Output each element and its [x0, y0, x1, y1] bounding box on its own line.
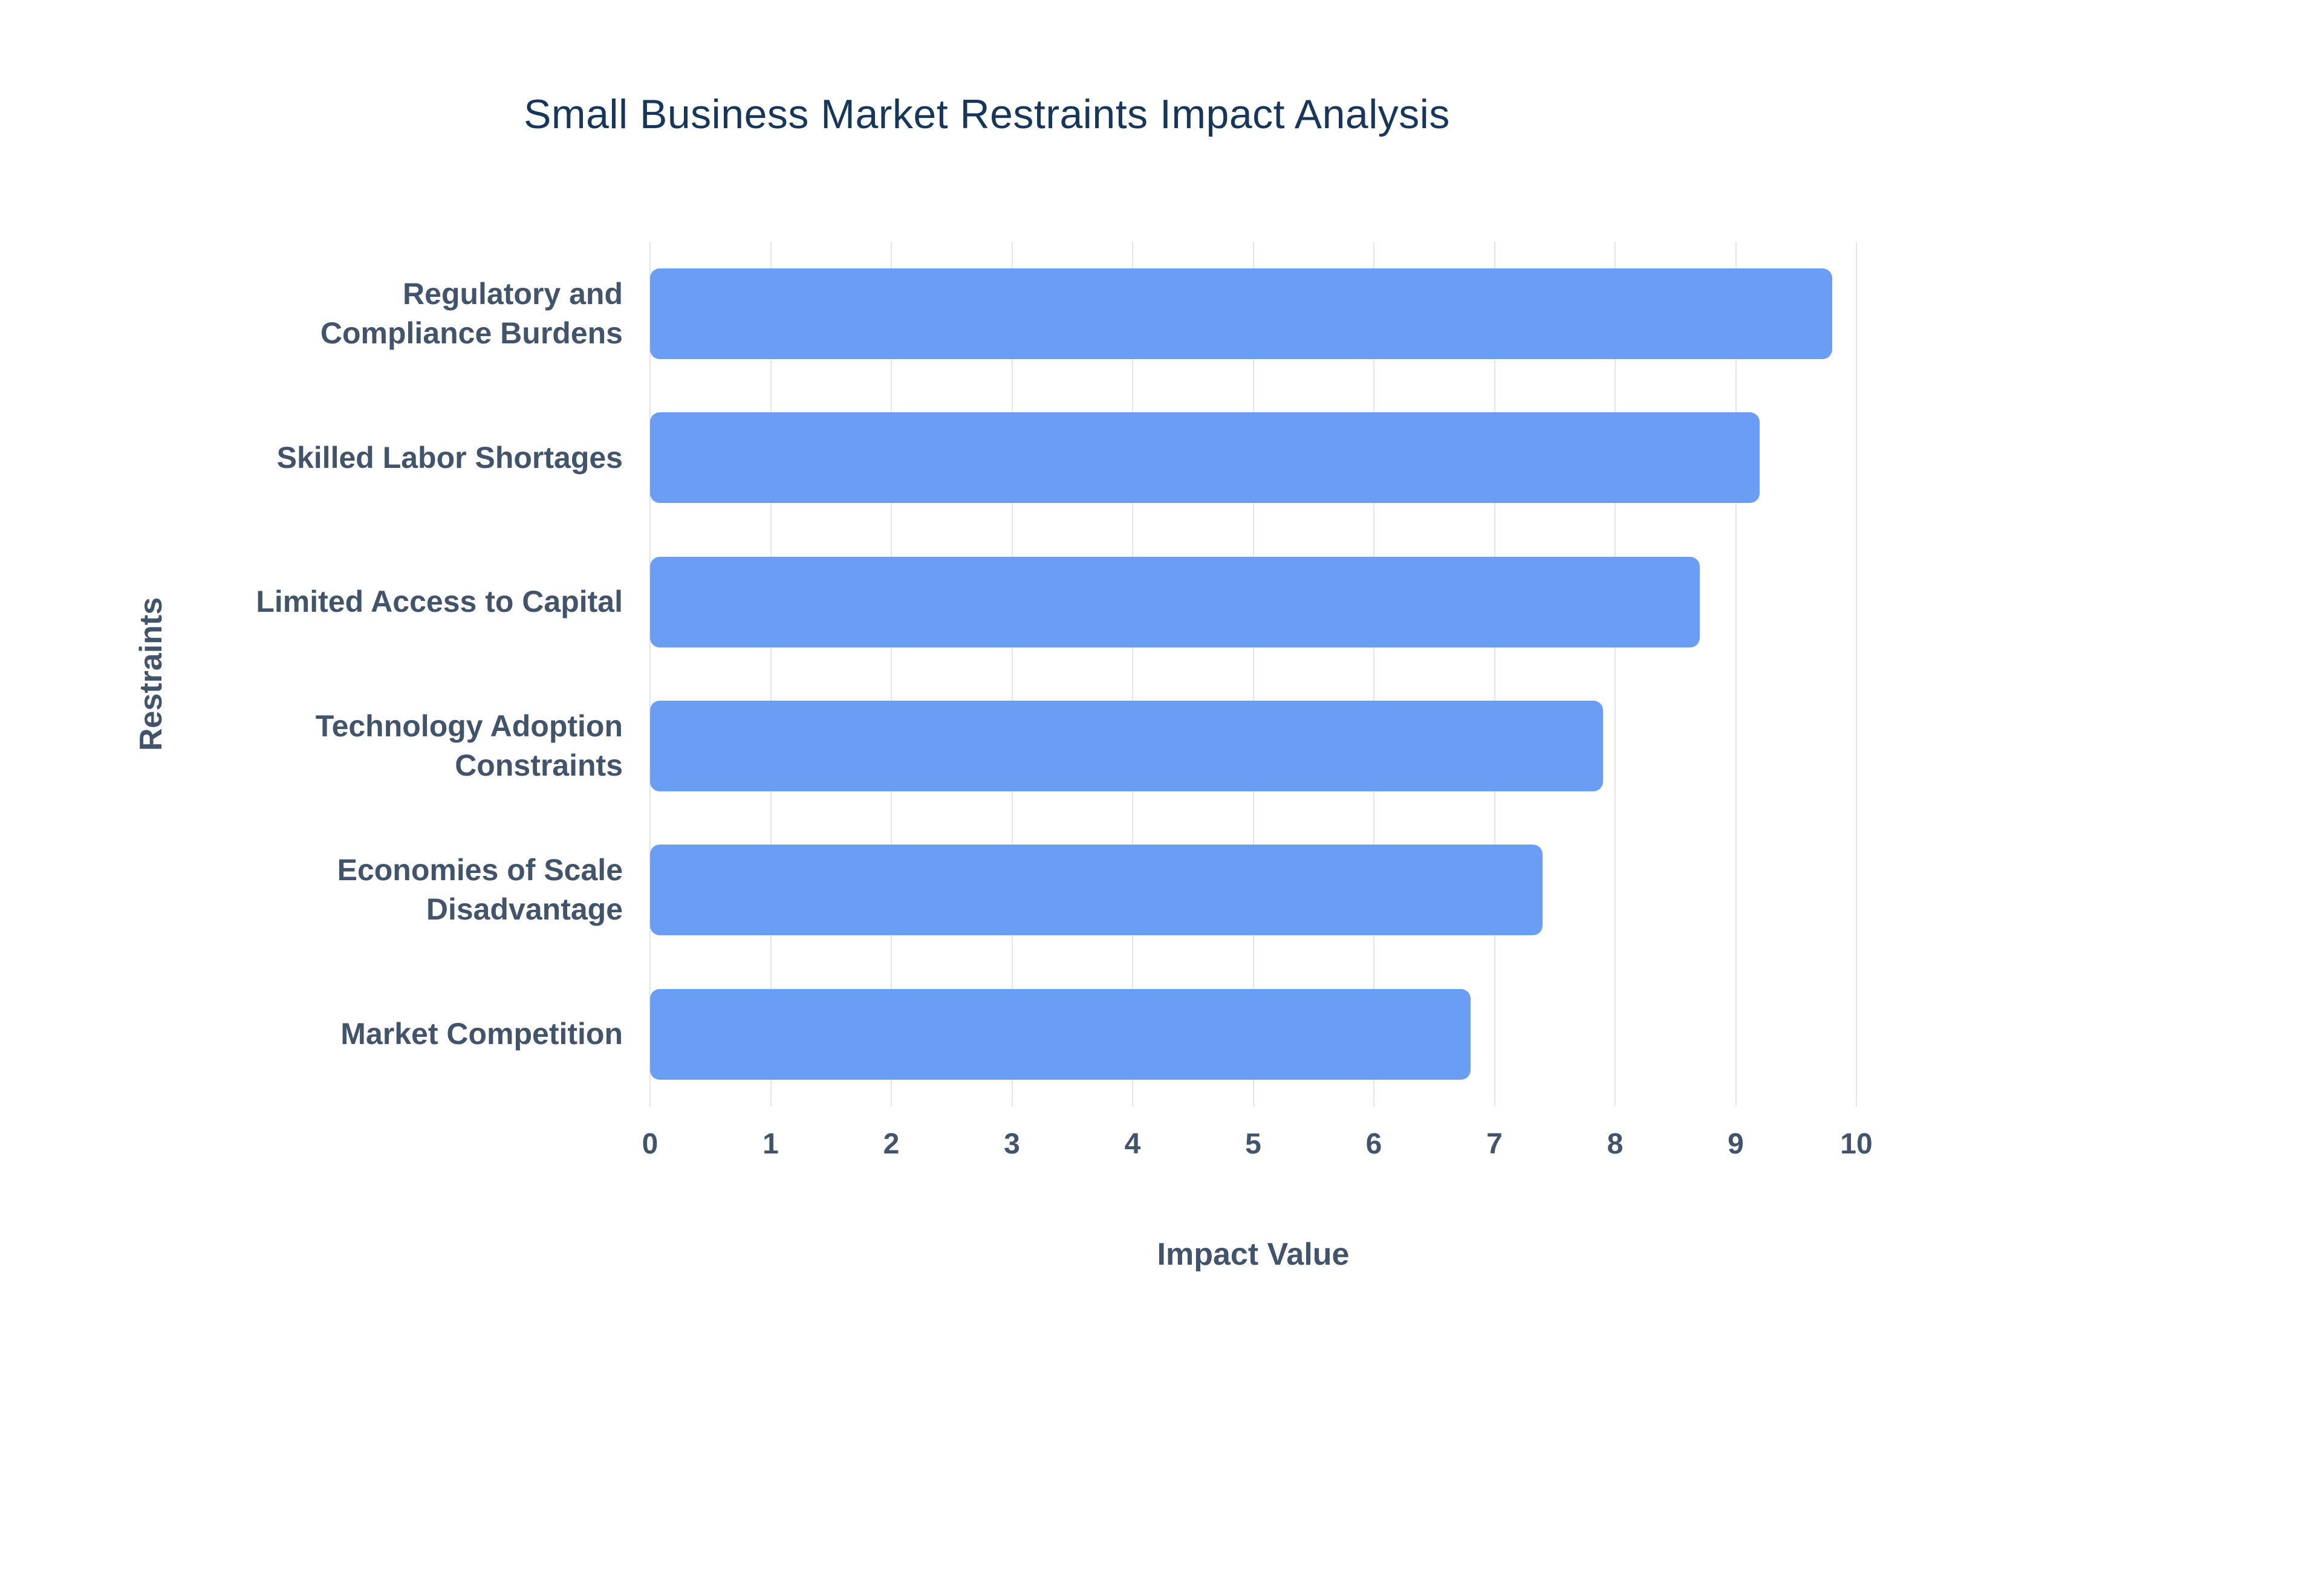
bar-regulatory-and-compliance-burdens[interactable]	[650, 268, 1833, 360]
x-tick-label: 5	[1245, 1128, 1261, 1160]
category-label-band: Limited Access to Capital	[0, 530, 623, 674]
bar-technology-adoption-constraints[interactable]	[650, 701, 1604, 792]
bar-skilled-labor-shortages[interactable]	[650, 412, 1760, 504]
bar-band	[650, 242, 1856, 386]
x-axis-title: Impact Value	[1157, 1237, 1350, 1272]
gridline	[1132, 242, 1133, 1106]
gridline	[1494, 242, 1495, 1106]
category-label: Economies of Scale Disadvantage	[337, 853, 623, 927]
x-tick-label: 2	[883, 1128, 900, 1160]
gridline	[649, 242, 651, 1106]
gridline	[1373, 242, 1374, 1106]
category-label-band: Regulatory and Compliance Burdens	[0, 242, 623, 386]
x-tick-label: 4	[1124, 1128, 1141, 1160]
category-label: Market Competition	[340, 1017, 623, 1051]
category-label-band: Market Competition	[0, 962, 623, 1106]
bar-market-competition[interactable]	[650, 988, 1471, 1080]
x-tick-label: 8	[1607, 1128, 1624, 1160]
gridline	[770, 242, 772, 1106]
x-tick-label: 6	[1365, 1128, 1382, 1160]
gridline	[1856, 242, 1857, 1106]
bar-limited-access-to-capital[interactable]	[650, 556, 1700, 647]
gridline	[891, 242, 892, 1106]
x-tick-label: 0	[642, 1128, 659, 1160]
x-tick-label: 9	[1728, 1128, 1744, 1160]
gridline	[1011, 242, 1013, 1106]
category-label-band: Economies of Scale Disadvantage	[0, 818, 623, 962]
category-label-band: Skilled Labor Shortages	[0, 386, 623, 530]
category-label: Skilled Labor Shortages	[276, 440, 623, 475]
bar-band	[650, 818, 1856, 962]
x-tick-label: 7	[1486, 1128, 1503, 1160]
x-tick-label: 1	[763, 1128, 779, 1160]
category-label: Limited Access to Capital	[256, 585, 623, 619]
x-tick-label: 3	[1004, 1128, 1020, 1160]
bar-band	[650, 962, 1856, 1106]
category-label-band: Technology Adoption Constraints	[0, 674, 623, 818]
bar-band	[650, 674, 1856, 818]
gridline	[1735, 242, 1737, 1106]
gridline	[1615, 242, 1616, 1106]
y-axis-category-labels: Regulatory and Compliance Burdens Skilled…	[0, 242, 623, 1106]
plot-area	[649, 242, 1857, 1106]
bar-band	[650, 530, 1856, 674]
chart-title: Small Business Market Restraints Impact …	[524, 91, 1450, 137]
x-axis-tick-labels: 0 1 2 3 4 5 6 7 8 9 10	[642, 1127, 1873, 1170]
bar-band	[650, 386, 1856, 530]
gridline	[1252, 242, 1254, 1106]
x-tick-label: 10	[1840, 1128, 1873, 1160]
category-label: Technology Adoption Constraints	[315, 709, 623, 783]
category-label: Regulatory and Compliance Burdens	[320, 277, 623, 351]
bar-economies-of-scale-disadvantage[interactable]	[650, 845, 1543, 936]
